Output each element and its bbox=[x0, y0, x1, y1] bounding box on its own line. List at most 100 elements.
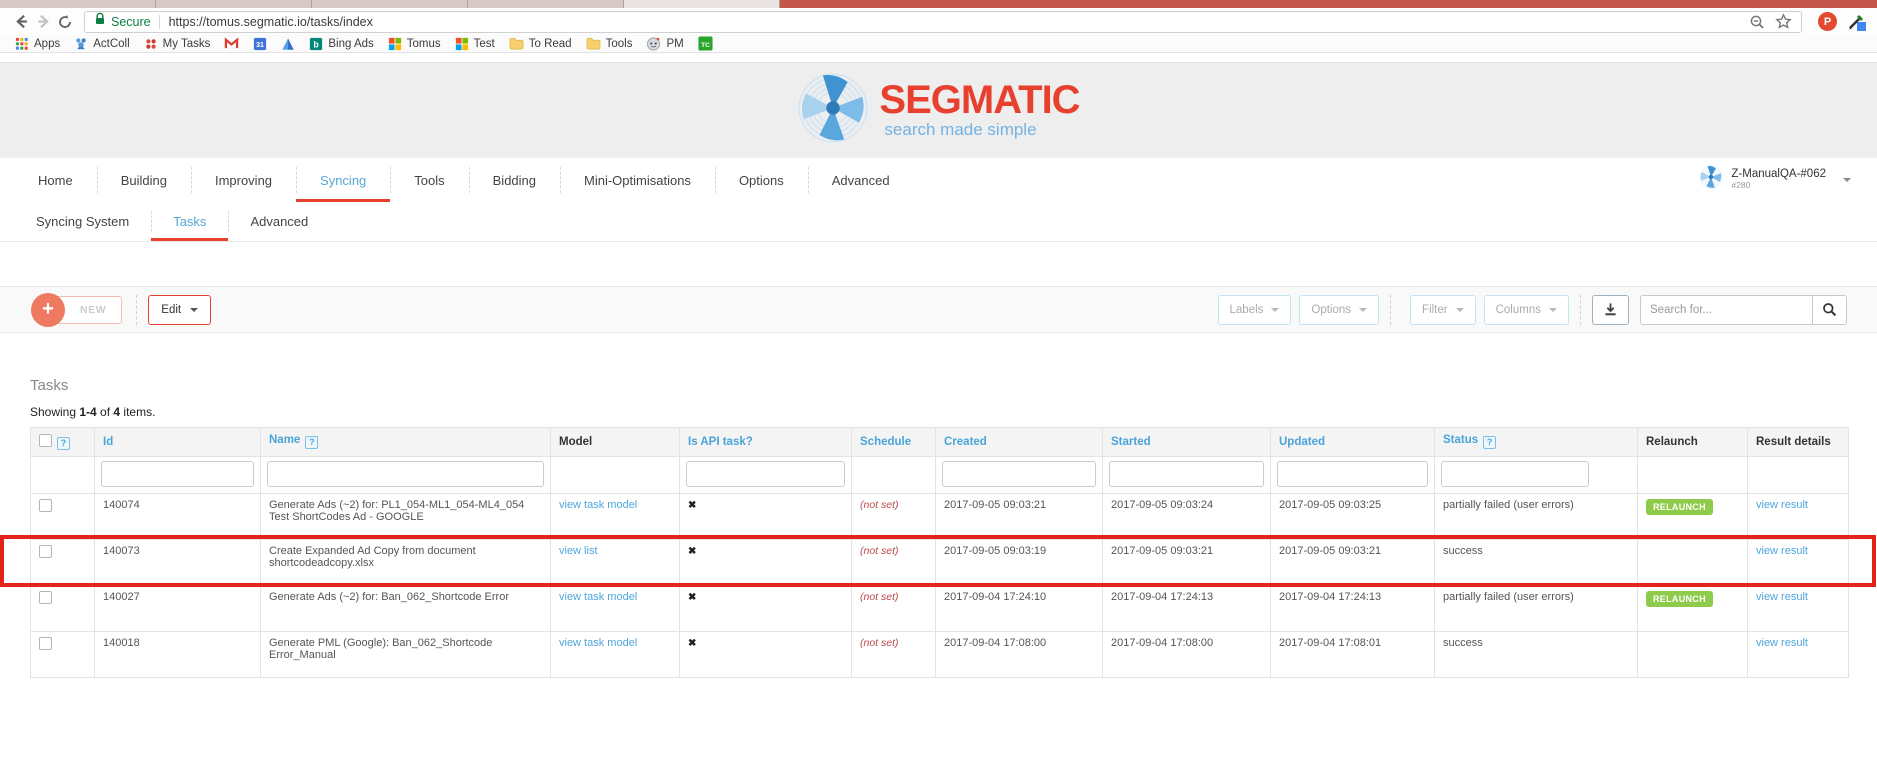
search-input[interactable] bbox=[1640, 294, 1812, 325]
col-header-id: Id bbox=[94, 427, 261, 457]
view-task-model-link[interactable]: view task model bbox=[559, 636, 638, 649]
bookmark-tc[interactable]: TC bbox=[691, 36, 720, 51]
tab-tools[interactable]: Tools bbox=[390, 158, 468, 202]
col-label-id[interactable]: Id bbox=[103, 435, 114, 448]
tab-bidding[interactable]: Bidding bbox=[468, 158, 560, 202]
user-avatar-icon bbox=[1699, 165, 1723, 194]
col-label-name[interactable]: Name bbox=[269, 434, 301, 447]
filter-input-status[interactable] bbox=[1441, 460, 1590, 487]
edit-dropdown-button[interactable]: Edit bbox=[148, 294, 212, 325]
filter-input-started[interactable] bbox=[1109, 460, 1264, 487]
forward-icon[interactable] bbox=[32, 11, 54, 33]
labels-label: Labels bbox=[1229, 303, 1264, 316]
view-result-link[interactable]: view result bbox=[1756, 498, 1808, 511]
view-result-link[interactable]: view result bbox=[1756, 636, 1808, 649]
row-checkbox[interactable] bbox=[39, 498, 52, 512]
bookmark-calendar[interactable]: 31 bbox=[246, 37, 274, 51]
labels-dropdown-button[interactable]: Labels bbox=[1217, 294, 1292, 325]
col-label-relaunch: Relaunch bbox=[1646, 435, 1698, 448]
bookmark-my-tasks[interactable]: My Tasks bbox=[137, 37, 218, 51]
help-icon[interactable]: ? bbox=[57, 436, 70, 450]
relaunch-badge[interactable]: RELAUNCH bbox=[1646, 590, 1713, 607]
tab-options[interactable]: Options bbox=[714, 158, 808, 202]
view-task-model-link[interactable]: view task model bbox=[559, 498, 638, 511]
main-nav: Home Building Improving Syncing Tools Bidding… bbox=[0, 158, 1877, 202]
filter-input-created[interactable] bbox=[942, 460, 1096, 487]
tab-home[interactable]: Home bbox=[14, 158, 97, 202]
refresh-icon[interactable] bbox=[54, 11, 76, 33]
subtab-syncing-system[interactable]: Syncing System bbox=[14, 202, 151, 241]
filter-input-is_api[interactable] bbox=[686, 460, 845, 487]
svg-text:31: 31 bbox=[256, 42, 264, 49]
browser-tab[interactable] bbox=[0, 0, 156, 8]
back-icon[interactable] bbox=[10, 11, 32, 33]
p-extension-icon[interactable]: P bbox=[1818, 12, 1837, 31]
bookmark-analytics[interactable] bbox=[274, 37, 302, 51]
bookmark-bing-ads[interactable]: b Bing Ads bbox=[302, 37, 380, 51]
col-header-status: Status? bbox=[1434, 427, 1638, 457]
svg-text:b: b bbox=[314, 39, 319, 49]
segmatic-logo[interactable]: SEGMATIC search made simple bbox=[797, 72, 1081, 149]
view-task-model-link[interactable]: view task model bbox=[559, 590, 638, 603]
bookmark-apps[interactable]: Apps bbox=[8, 37, 67, 51]
bookmark-star-icon[interactable] bbox=[1775, 13, 1792, 30]
help-icon[interactable]: ? bbox=[305, 436, 319, 450]
col-header-is_api: Is API task? bbox=[679, 427, 852, 457]
col-label-schedule[interactable]: Schedule bbox=[860, 435, 912, 448]
columns-dropdown-button[interactable]: Columns bbox=[1483, 294, 1569, 325]
user-menu[interactable]: Z-ManualQA-#062 #280 bbox=[1699, 165, 1851, 194]
nav-item-label: Home bbox=[38, 172, 73, 188]
view-result-link[interactable]: view result bbox=[1756, 544, 1808, 557]
address-bar[interactable]: Secure https://tomus.segmatic.io/tasks/i… bbox=[84, 10, 1802, 33]
nav-item-label: Tools bbox=[414, 172, 445, 188]
options-dropdown-button[interactable]: Options bbox=[1299, 294, 1380, 325]
cell-relaunch bbox=[1637, 630, 1748, 678]
cross-icon: ✖ bbox=[688, 499, 697, 511]
tab-syncing[interactable]: Syncing bbox=[296, 158, 390, 202]
subtab-tasks[interactable]: Tasks bbox=[151, 202, 228, 241]
row-checkbox[interactable] bbox=[39, 544, 52, 558]
bookmark-gmail[interactable] bbox=[217, 37, 246, 50]
options-label: Options bbox=[1311, 303, 1352, 316]
filter-input-updated[interactable] bbox=[1277, 460, 1428, 487]
url-text[interactable]: https://tomus.segmatic.io/tasks/index bbox=[168, 14, 373, 29]
browser-tab[interactable] bbox=[156, 0, 312, 8]
browser-tab[interactable] bbox=[312, 0, 468, 8]
help-icon[interactable]: ? bbox=[1483, 436, 1497, 450]
row-checkbox[interactable] bbox=[39, 590, 52, 604]
subtab-advanced[interactable]: Advanced bbox=[228, 202, 330, 241]
color-picker-extension-icon[interactable] bbox=[1847, 12, 1867, 32]
col-label-updated[interactable]: Updated bbox=[1279, 435, 1325, 448]
plus-icon[interactable]: + bbox=[31, 292, 65, 327]
tab-improving[interactable]: Improving bbox=[190, 158, 296, 202]
relaunch-badge[interactable]: RELAUNCH bbox=[1646, 498, 1713, 515]
bookmark-test[interactable]: Test bbox=[448, 37, 502, 51]
bookmark-to-read[interactable]: To Read bbox=[502, 37, 579, 50]
tab-mini-optimisations[interactable]: Mini-Optimisations bbox=[560, 158, 715, 202]
filter-dropdown-button[interactable]: Filter bbox=[1410, 294, 1476, 325]
zoom-icon[interactable] bbox=[1749, 14, 1765, 30]
col-label-started[interactable]: Started bbox=[1111, 435, 1151, 448]
select-all-checkbox[interactable] bbox=[39, 434, 52, 447]
bookmark-actcoll[interactable]: ActColl bbox=[67, 37, 136, 51]
nav-item-label: Options bbox=[738, 172, 784, 188]
bookmark-pm[interactable]: PM bbox=[639, 36, 690, 51]
nav-item-label: Building bbox=[120, 172, 167, 188]
row-checkbox[interactable] bbox=[39, 636, 52, 650]
filter-input-name[interactable] bbox=[267, 460, 544, 487]
col-label-is_api[interactable]: Is API task? bbox=[688, 435, 753, 448]
browser-tab-active[interactable] bbox=[624, 0, 780, 8]
bookmark-tomus[interactable]: Tomus bbox=[381, 37, 448, 51]
browser-tab[interactable] bbox=[468, 0, 624, 8]
col-label-created[interactable]: Created bbox=[944, 435, 987, 448]
search-button[interactable] bbox=[1812, 294, 1847, 325]
view-list-link[interactable]: view list bbox=[559, 544, 598, 557]
tab-building[interactable]: Building bbox=[96, 158, 191, 202]
cell-name: Generate Ads (~2) for: PL1_054-ML1_054-M… bbox=[260, 492, 551, 540]
view-result-link[interactable]: view result bbox=[1756, 590, 1808, 603]
bookmark-tools[interactable]: Tools bbox=[579, 37, 640, 50]
col-label-status[interactable]: Status bbox=[1443, 434, 1479, 447]
download-button[interactable] bbox=[1592, 294, 1629, 325]
filter-input-id[interactable] bbox=[101, 460, 254, 487]
tab-advanced[interactable]: Advanced bbox=[807, 158, 914, 202]
